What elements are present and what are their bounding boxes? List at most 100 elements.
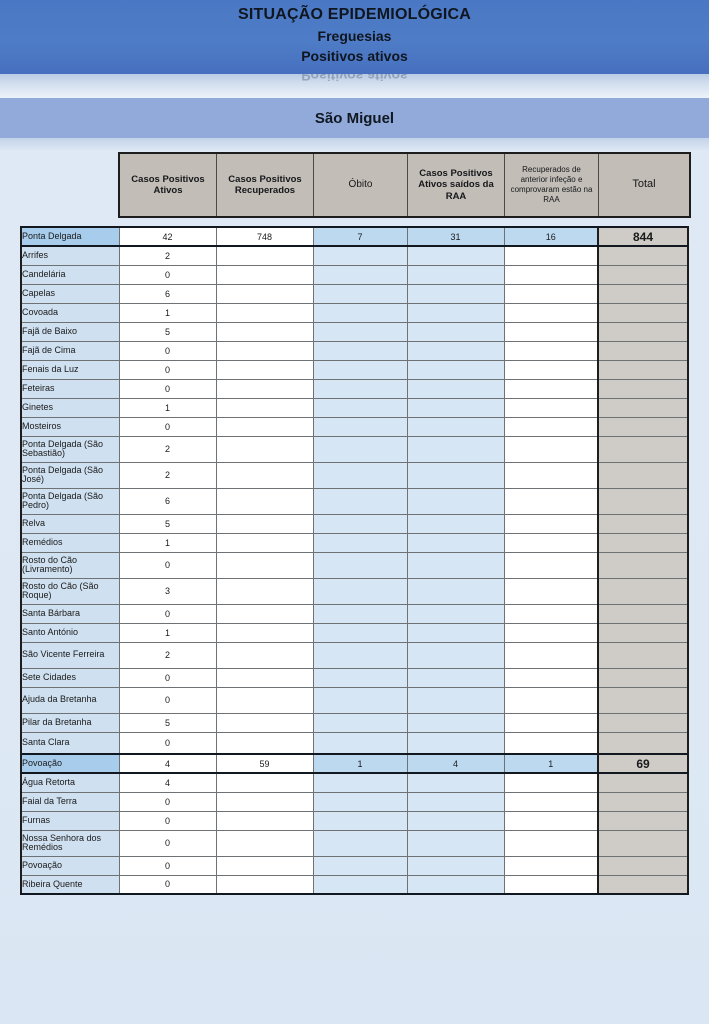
- cell-total: [597, 731, 689, 755]
- cell-casos-positivos-ativos: 0: [118, 416, 217, 437]
- row-label: Fenais da Luz: [20, 359, 120, 380]
- cell-casos-positivos-recuperados: [215, 667, 314, 688]
- cell-saidos-raa: [406, 603, 505, 624]
- cell-recuperados-anterior-infecao: [503, 551, 599, 579]
- page-title: SITUAÇÃO EPIDEMIOLÓGICA: [237, 6, 472, 23]
- cell-casos-positivos-recuperados: [215, 283, 314, 304]
- cell-recuperados-anterior-infecao: [503, 791, 599, 812]
- cell-total: [597, 791, 689, 812]
- cell-casos-positivos-ativos: 1: [118, 397, 217, 418]
- cell-saidos-raa: [406, 302, 505, 323]
- cell-casos-positivos-recuperados: [215, 874, 314, 895]
- row-label: São Vicente Ferreira: [20, 641, 120, 669]
- cell-total: [597, 622, 689, 643]
- cell-casos-positivos-recuperados: [215, 302, 314, 323]
- row-label: Covoada: [20, 302, 120, 323]
- cell-recuperados-anterior-infecao: 16: [503, 226, 599, 247]
- cell-recuperados-anterior-infecao: [503, 513, 599, 534]
- cell-obito: [312, 577, 408, 605]
- cell-casos-positivos-recuperados: [215, 622, 314, 643]
- cell-casos-positivos-ativos: 0: [118, 791, 217, 812]
- cell-casos-positivos-ativos: 0: [118, 667, 217, 688]
- cell-total: [597, 532, 689, 553]
- table-row: Ponta Delgada (São José) 2: [20, 461, 689, 489]
- cell-casos-positivos-recuperados: [215, 487, 314, 515]
- cell-saidos-raa: [406, 264, 505, 285]
- table-row: Mosteiros 0: [20, 416, 689, 437]
- cell-casos-positivos-ativos: 2: [118, 245, 217, 266]
- row-label: Feteiras: [20, 378, 120, 399]
- cell-obito: [312, 359, 408, 380]
- table-row: Furnas 0: [20, 810, 689, 831]
- table-row: Covoada 1: [20, 302, 689, 323]
- cell-recuperados-anterior-infecao: [503, 416, 599, 437]
- cell-casos-positivos-ativos: 6: [118, 487, 217, 515]
- cell-casos-positivos-ativos: 0: [118, 855, 217, 876]
- cell-obito: [312, 829, 408, 857]
- cell-obito: [312, 264, 408, 285]
- cell-casos-positivos-ativos: 2: [118, 435, 217, 463]
- cell-casos-positivos-ativos: 5: [118, 513, 217, 534]
- cell-obito: [312, 283, 408, 304]
- cell-obito: [312, 810, 408, 831]
- cell-casos-positivos-ativos: 4: [118, 772, 217, 793]
- cell-casos-positivos-recuperados: [215, 731, 314, 755]
- table-row: Arrifes 2: [20, 245, 689, 266]
- cell-obito: 1: [312, 753, 408, 774]
- cell-total: [597, 283, 689, 304]
- cell-saidos-raa: [406, 772, 505, 793]
- row-label: Ponta Delgada (São Pedro): [20, 487, 120, 515]
- cell-saidos-raa: [406, 435, 505, 463]
- table-row: São Vicente Ferreira 2: [20, 641, 689, 669]
- cell-saidos-raa: [406, 487, 505, 515]
- cell-obito: [312, 461, 408, 489]
- cell-obito: [312, 321, 408, 342]
- table-row: Sete Cidades 0: [20, 667, 689, 688]
- cell-casos-positivos-ativos: 2: [118, 461, 217, 489]
- cell-saidos-raa: [406, 686, 505, 714]
- cell-saidos-raa: [406, 340, 505, 361]
- cell-total: [597, 264, 689, 285]
- column-header-saidos-raa: Casos Positivos Ativos saídos da RAA: [408, 154, 505, 216]
- cell-total: [597, 359, 689, 380]
- cell-casos-positivos-recuperados: [215, 829, 314, 857]
- row-label: Arrifes: [20, 245, 120, 266]
- cell-total: [597, 810, 689, 831]
- band-fade: [0, 138, 709, 150]
- cell-recuperados-anterior-infecao: [503, 321, 599, 342]
- row-label: Fajã de Cima: [20, 340, 120, 361]
- row-label: Santa Bárbara: [20, 603, 120, 624]
- table-row: Ribeira Quente 0: [20, 874, 689, 895]
- cell-casos-positivos-recuperados: [215, 340, 314, 361]
- cell-casos-positivos-ativos: 42: [118, 226, 217, 247]
- cell-total: [597, 397, 689, 418]
- cell-saidos-raa: [406, 855, 505, 876]
- row-label: Povoação: [20, 753, 120, 774]
- cell-saidos-raa: [406, 461, 505, 489]
- row-label: Ajuda da Bretanha: [20, 686, 120, 714]
- row-label: Candelária: [20, 264, 120, 285]
- row-label: Sete Cidades: [20, 667, 120, 688]
- cell-casos-positivos-recuperados: [215, 378, 314, 399]
- cell-total: [597, 855, 689, 876]
- cell-total: [597, 577, 689, 605]
- cell-saidos-raa: 4: [406, 753, 505, 774]
- cell-obito: [312, 245, 408, 266]
- cell-recuperados-anterior-infecao: [503, 532, 599, 553]
- cell-total: [597, 551, 689, 579]
- table-row: Rosto do Cão (Livramento) 0: [20, 551, 689, 579]
- cell-recuperados-anterior-infecao: [503, 829, 599, 857]
- cell-casos-positivos-recuperados: [215, 359, 314, 380]
- table-row: Santo António 1: [20, 622, 689, 643]
- cell-obito: [312, 603, 408, 624]
- cell-obito: [312, 686, 408, 714]
- cell-total: [597, 772, 689, 793]
- cell-total: [597, 435, 689, 463]
- cell-saidos-raa: [406, 283, 505, 304]
- row-label: Santa Clara: [20, 731, 120, 755]
- cell-casos-positivos-ativos: 1: [118, 532, 217, 553]
- cell-casos-positivos-recuperados: [215, 577, 314, 605]
- cell-recuperados-anterior-infecao: [503, 397, 599, 418]
- cell-total: [597, 641, 689, 669]
- row-label: Ponta Delgada (São Sebastião): [20, 435, 120, 463]
